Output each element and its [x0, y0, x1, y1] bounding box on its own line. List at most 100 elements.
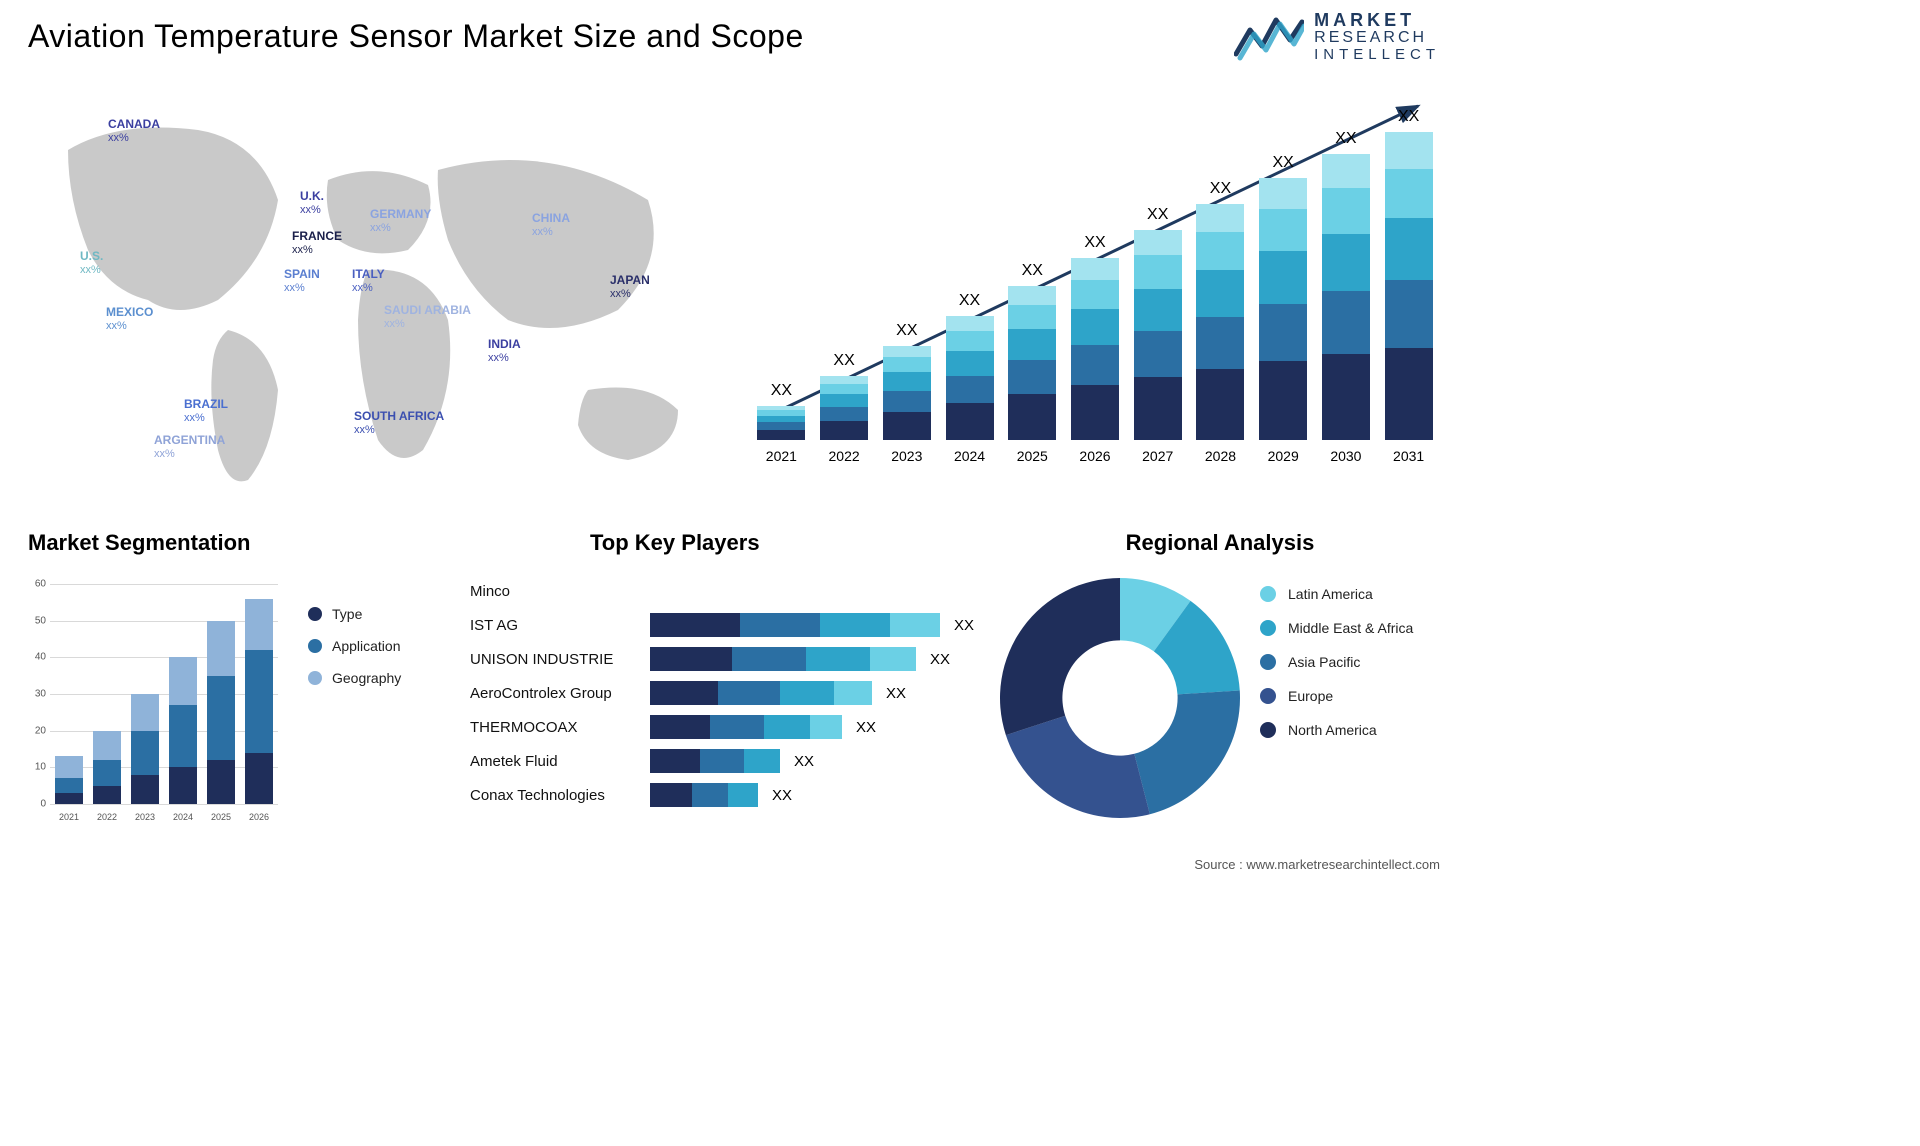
- y-axis-label: 40: [35, 652, 46, 663]
- map-label: JAPANxx%: [610, 274, 650, 300]
- donut-slice: [1006, 716, 1150, 818]
- main-bar-column: [1134, 230, 1182, 440]
- logo-text-1: MARKET: [1314, 11, 1440, 30]
- logo-text-2: RESEARCH: [1314, 30, 1440, 47]
- key-player-name: Ametek Fluid: [470, 753, 650, 770]
- y-axis-label: 60: [35, 579, 46, 590]
- y-axis-label: 50: [35, 615, 46, 626]
- x-axis-label: 2025: [1017, 448, 1048, 464]
- map-label: U.S.xx%: [80, 250, 103, 276]
- x-axis-label: 2028: [1205, 448, 1236, 464]
- key-player-value: XX: [954, 617, 974, 634]
- segmentation-bar: [169, 657, 197, 804]
- regional-analysis-title: Regional Analysis: [1000, 530, 1440, 556]
- key-player-bar: [650, 783, 758, 807]
- map-label: U.K.xx%: [300, 190, 324, 216]
- logo-mark-icon: [1234, 10, 1304, 64]
- segmentation-chart: 0 10 20 30 40 50 60 2021 2022 2023 2024 2025 2026: [28, 576, 278, 826]
- regional-donut-chart: [1000, 578, 1240, 818]
- main-bar-column: [1385, 132, 1433, 440]
- key-player-row: AeroControlex GroupXX: [470, 676, 990, 710]
- key-player-name: UNISON INDUSTRIE: [470, 651, 650, 668]
- legend-item: Latin America: [1260, 586, 1413, 602]
- key-player-bar: [650, 749, 780, 773]
- y-axis-label: 30: [35, 689, 46, 700]
- main-bar-chart: XX2021XX2022XX2023XX2024XX2025XX2026XX20…: [750, 100, 1440, 480]
- key-player-row: Ametek Fluid XX: [470, 744, 990, 778]
- segmentation-bar: [93, 731, 121, 804]
- top-key-players-title: Top Key Players: [590, 530, 990, 556]
- bar-value-label: XX: [1335, 130, 1356, 148]
- key-player-bar: [650, 681, 872, 705]
- x-axis-label: 2022: [97, 812, 117, 822]
- key-player-value: XX: [772, 787, 792, 804]
- x-axis-label: 2030: [1330, 448, 1361, 464]
- main-bar-column: [1071, 258, 1119, 440]
- key-player-row: IST AG XX: [470, 608, 990, 642]
- key-player-name: Conax Technologies: [470, 787, 650, 804]
- main-bar-column: [820, 376, 868, 440]
- main-bar-column: [1322, 154, 1370, 440]
- key-player-value: XX: [794, 753, 814, 770]
- main-bar-column: [883, 346, 931, 440]
- key-player-row: Conax Technologies XX: [470, 778, 990, 812]
- x-axis-label: 2023: [135, 812, 155, 822]
- key-player-row: Minco: [470, 574, 990, 608]
- x-axis-label: 2031: [1393, 448, 1424, 464]
- key-player-value: XX: [930, 651, 950, 668]
- bar-value-label: XX: [771, 382, 792, 400]
- x-axis-label: 2027: [1142, 448, 1173, 464]
- regional-legend: Latin AmericaMiddle East & AfricaAsia Pa…: [1260, 586, 1413, 756]
- y-axis-label: 20: [35, 725, 46, 736]
- regional-analysis-panel: Regional Analysis Latin America Middle Ea…: [1000, 530, 1440, 840]
- x-axis-label: 2021: [59, 812, 79, 822]
- segmentation-title: Market Segmentation: [28, 530, 458, 556]
- segmentation-legend: TypeApplicationGeography: [308, 606, 401, 702]
- donut-svg: [1000, 578, 1240, 818]
- segmentation-bar: [207, 621, 235, 804]
- x-axis-label: 2026: [249, 812, 269, 822]
- legend-item: Europe: [1260, 688, 1413, 704]
- bar-value-label: XX: [1022, 262, 1043, 280]
- main-bar-column: [1008, 286, 1056, 440]
- legend-item: Geography: [308, 670, 401, 686]
- segmentation-bar: [55, 756, 83, 804]
- map-label: ITALYxx%: [352, 268, 385, 294]
- key-player-name: IST AG: [470, 617, 650, 634]
- x-axis-label: 2023: [891, 448, 922, 464]
- y-axis-label: 0: [40, 799, 46, 810]
- x-axis-label: 2022: [829, 448, 860, 464]
- map-label: INDIAxx%: [488, 338, 521, 364]
- x-axis-label: 2029: [1268, 448, 1299, 464]
- map-label: MEXICOxx%: [106, 306, 153, 332]
- key-player-bar: [650, 715, 842, 739]
- y-axis-label: 10: [35, 762, 46, 773]
- map-label: ARGENTINAxx%: [154, 434, 225, 460]
- map-label: FRANCExx%: [292, 230, 342, 256]
- bar-value-label: XX: [1147, 206, 1168, 224]
- bar-value-label: XX: [1084, 234, 1105, 252]
- legend-item: Middle East & Africa: [1260, 620, 1413, 636]
- map-label: CANADAxx%: [108, 118, 160, 144]
- key-player-value: XX: [856, 719, 876, 736]
- bar-value-label: XX: [1210, 180, 1231, 198]
- donut-slice: [1134, 690, 1240, 814]
- map-label: CHINAxx%: [532, 212, 570, 238]
- bar-value-label: XX: [1273, 154, 1294, 172]
- x-axis-label: 2025: [211, 812, 231, 822]
- key-player-name: THERMOCOAX: [470, 719, 650, 736]
- map-label: SAUDI ARABIAxx%: [384, 304, 471, 330]
- page-title: Aviation Temperature Sensor Market Size …: [28, 18, 804, 55]
- x-axis-label: 2026: [1079, 448, 1110, 464]
- legend-item: Application: [308, 638, 401, 654]
- top-key-players-panel: Top Key Players Minco IST AG XX UNISON INDU…: [470, 530, 990, 840]
- segmentation-panel: Market Segmentation 0 10 20 30 40 50 60 2021 202…: [28, 530, 458, 840]
- map-label: GERMANYxx%: [370, 208, 431, 234]
- key-player-bar: [650, 613, 940, 637]
- key-player-bar: [650, 647, 916, 671]
- world-map-panel: CANADAxx%U.S.xx%MEXICOxx%BRAZILxx%ARGENT…: [28, 90, 728, 490]
- key-player-value: XX: [886, 685, 906, 702]
- x-axis-label: 2024: [173, 812, 193, 822]
- map-label: SOUTH AFRICAxx%: [354, 410, 444, 436]
- main-bar-column: [757, 406, 805, 440]
